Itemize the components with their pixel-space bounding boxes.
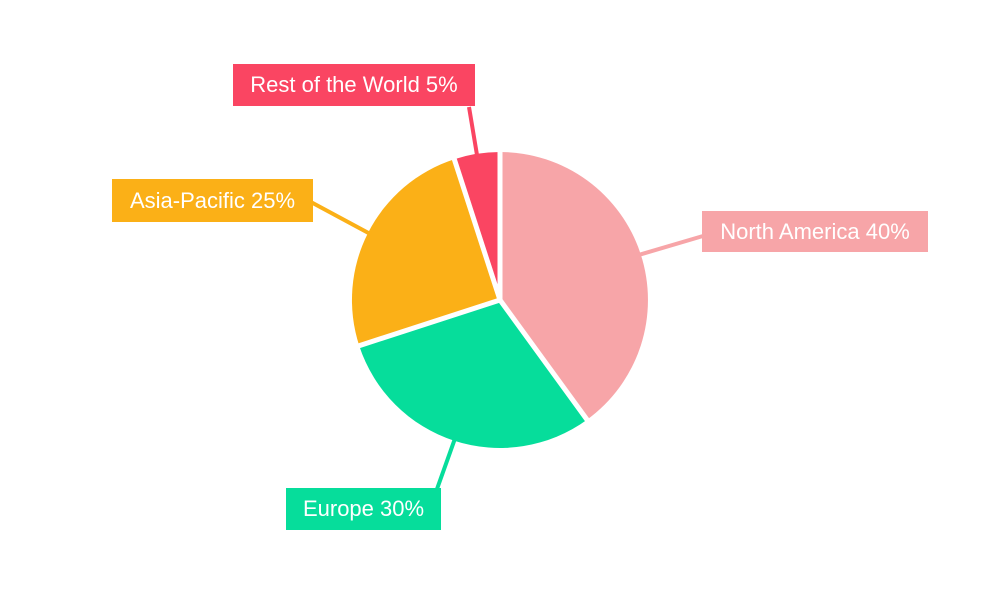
callout-rest-of-the-world: Rest of the World 5% — [233, 64, 475, 106]
leader-line-europe — [435, 437, 458, 490]
leader-line-north-america — [637, 234, 704, 258]
callout-label-rest-of-the-world: Rest of the World 5% — [250, 72, 458, 97]
callout-label-asia-pacific: Asia-Pacific 25% — [129, 187, 296, 213]
pie-slice-asia-pacific[interactable] — [351, 159, 500, 346]
callout-label-north-america: North America 40% — [720, 218, 910, 244]
callout-asia-pacific: Asia-Pacific 25% — [112, 179, 313, 222]
leader-line-rest-of-the-world — [467, 106, 480, 158]
pie-slice-europe[interactable] — [359, 300, 587, 448]
callout-label-europe: Europe 30% — [302, 496, 425, 521]
callout-europe: Europe 30% — [286, 488, 441, 530]
leader-line-asia-pacific — [308, 199, 372, 236]
slice-separator — [497, 298, 590, 422]
pie-slice-north-america[interactable] — [500, 152, 648, 420]
slice-separator — [451, 157, 503, 301]
slice-separator — [357, 297, 501, 349]
callout-north-america: North America 40% — [702, 211, 928, 252]
